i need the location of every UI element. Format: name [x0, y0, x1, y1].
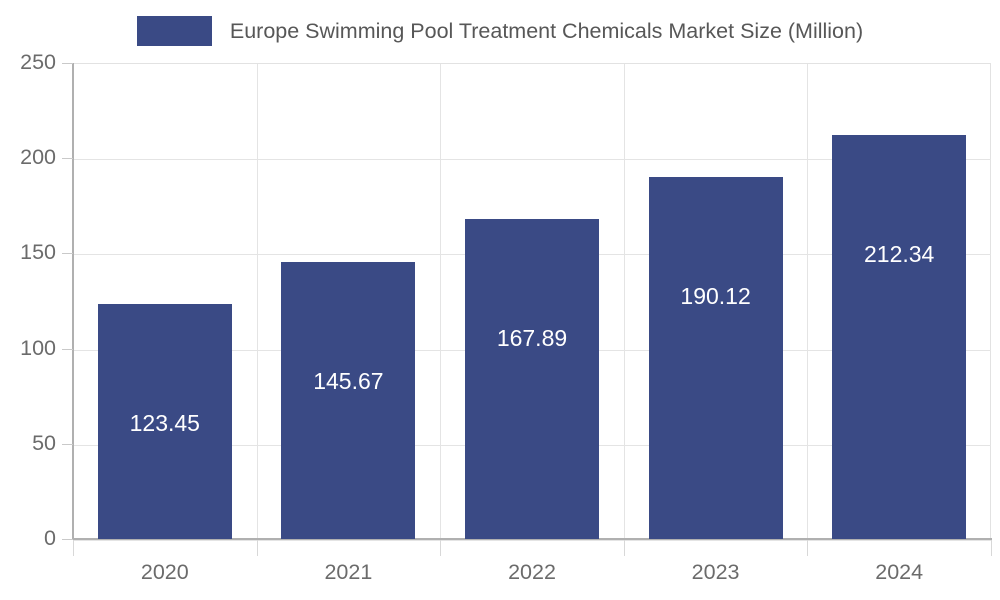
legend-series-label: Europe Swimming Pool Treatment Chemicals…: [229, 18, 864, 43]
horizontal-gridline: [73, 159, 991, 161]
x-axis-tick-mark: [73, 540, 74, 556]
y-axis-tick-mark: [62, 158, 73, 160]
y-axis-tick-mark: [62, 253, 73, 255]
y-axis-tick-mark: [62, 443, 73, 445]
y-axis-tick-mark: [62, 63, 73, 64]
horizontal-gridline: [73, 540, 991, 541]
x-axis-tick-label-2022: 2022: [508, 560, 556, 584]
y-axis-tick-label: 100: [20, 335, 56, 360]
chart-legend: Europe Swimming Pool Treatment Chemicals…: [0, 10, 1000, 52]
y-axis-tick-label: 200: [20, 145, 56, 170]
vertical-gridline: [623, 64, 625, 540]
x-axis-tick-mark: [440, 540, 442, 556]
x-axis-tick-label-2020: 2020: [140, 560, 189, 584]
x-axis-spine: [72, 538, 992, 540]
bar-2024[interactable]: [832, 134, 967, 539]
x-axis-tick-label-2024: 2024: [875, 560, 924, 584]
x-axis-tick-label-2021: 2021: [324, 560, 373, 584]
bar-2023[interactable]: [648, 177, 783, 539]
bar-2022[interactable]: [465, 219, 599, 539]
bar-value-label-2023: 190.12: [680, 283, 751, 309]
x-axis-tick-mark: [991, 540, 992, 556]
bar-value-label-2020: 123.45: [129, 409, 200, 436]
vertical-gridline: [440, 64, 442, 540]
y-axis-tick-mark: [62, 348, 73, 350]
bar-2020[interactable]: [97, 303, 232, 539]
y-axis-tick-mark: [62, 539, 73, 540]
legend-color-swatch-icon: [136, 16, 212, 46]
y-axis-tick-label: 150: [20, 240, 56, 265]
x-axis-tick-label-2023: 2023: [691, 560, 740, 584]
x-axis-tick-mark: [256, 540, 258, 556]
vertical-gridline: [807, 64, 809, 540]
vertical-gridline: [256, 64, 258, 540]
x-axis-tick-mark: [807, 540, 809, 556]
y-axis-spine: [72, 63, 74, 540]
bar-value-label-2024: 212.34: [864, 240, 935, 267]
y-axis-tick-label: 50: [32, 430, 56, 455]
bar-value-label-2021: 145.67: [313, 367, 384, 394]
x-axis-tick-mark: [623, 540, 625, 556]
y-axis-tick-label: 0: [44, 526, 56, 550]
y-axis-tick-label: 250: [20, 50, 56, 74]
bar-2021[interactable]: [281, 261, 416, 539]
bar-value-label-2022: 167.89: [496, 325, 568, 352]
